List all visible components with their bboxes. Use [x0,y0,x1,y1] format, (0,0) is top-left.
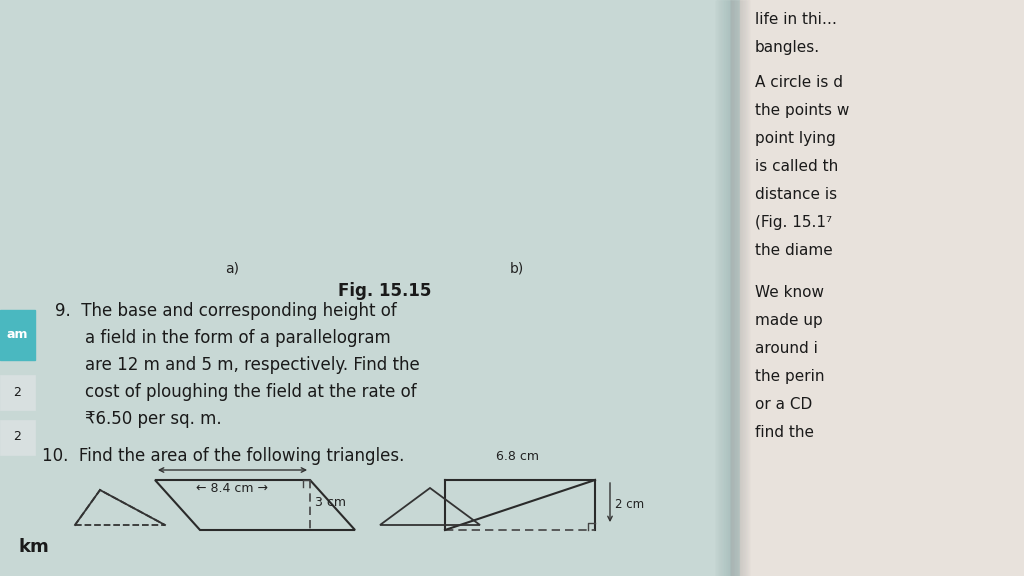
Text: distance is: distance is [755,187,838,202]
Text: 2: 2 [13,385,20,399]
Bar [0,310,35,360]
Text: a field in the form of a parallelogram: a field in the form of a parallelogram [85,329,391,347]
Text: Fig. 15.15: Fig. 15.15 [338,282,432,300]
Text: A circle is d: A circle is d [755,75,843,90]
Text: the diame: the diame [755,243,833,258]
Text: km: km [18,538,49,556]
Text: We know: We know [755,285,824,300]
Text: is called th: is called th [755,159,839,174]
Bar [0,420,35,455]
Text: life in thi…: life in thi… [755,12,837,27]
Bar [0,0,740,576]
Text: around i: around i [755,341,821,356]
Text: am: am [6,328,28,342]
Text: find the: find the [755,425,814,440]
Text: 9.  The base and corresponding height of: 9. The base and corresponding height of [55,302,396,320]
Text: the perin: the perin [755,369,824,384]
Text: b): b) [510,262,524,276]
Text: or a CD: or a CD [755,397,812,412]
Text: a): a) [225,262,239,276]
Text: cost of ploughing the field at the rate of: cost of ploughing the field at the rate … [85,383,417,401]
Text: the points w: the points w [755,103,849,118]
Text: 2 cm: 2 cm [615,498,644,511]
Text: 6.8 cm: 6.8 cm [496,450,539,463]
Text: 10.  Find the area of the following triangles.: 10. Find the area of the following trian… [42,447,404,465]
Text: ₹6.50 per sq. m.: ₹6.50 per sq. m. [85,410,221,428]
Text: 3 cm: 3 cm [315,497,346,510]
Bar [740,0,1024,576]
Text: point lying: point lying [755,131,836,146]
Text: ← 8.4 cm →: ← 8.4 cm → [197,482,268,495]
Text: 2: 2 [13,430,20,444]
Text: made up: made up [755,313,822,328]
Text: bangles.: bangles. [755,40,820,55]
Text: (Fig. 15.1⁷: (Fig. 15.1⁷ [755,215,833,230]
Bar [0,375,35,410]
Text: are 12 m and 5 m, respectively. Find the: are 12 m and 5 m, respectively. Find the [85,356,420,374]
